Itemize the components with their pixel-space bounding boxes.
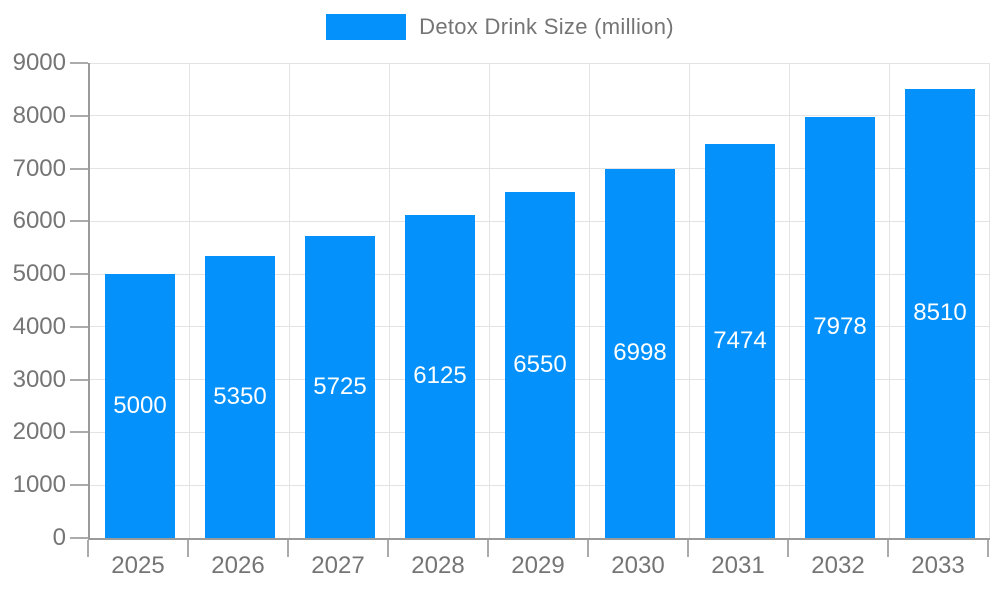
y-axis-label: 1000 [12,471,66,499]
y-axis-tick [70,431,88,434]
bar-2032[interactable]: 7978 [805,116,875,538]
bar-2025[interactable]: 5000 [105,274,175,538]
y-axis-label: 4000 [12,312,66,340]
bar-value-label: 6998 [613,339,667,367]
x-axis-tick [287,540,289,557]
x-axis-label: 2026 [211,552,265,579]
y-grid-line [90,62,990,64]
y-axis-tick [70,378,88,381]
bar-value-label: 5350 [213,382,267,410]
legend[interactable]: Detox Drink Size (million) [0,14,1000,40]
x-axis-tick [187,540,189,557]
legend-swatch-icon [326,14,407,40]
x-axis-label: 2029 [511,552,565,579]
y-axis-label: 5000 [12,260,66,288]
bar-2026[interactable]: 5350 [205,255,275,538]
bar-value-label: 8510 [913,299,967,327]
y-grid-line [90,115,990,117]
bar-2028[interactable]: 6125 [405,214,475,538]
bar-value-label: 6125 [413,362,467,390]
x-axis-label: 2030 [611,552,665,579]
y-axis-label: 8000 [12,101,66,129]
bar-value-label: 5000 [113,392,167,420]
x-axis-tick [87,540,89,557]
y-axis-tick [70,114,88,117]
bar-value-label: 5725 [313,372,367,400]
x-axis-tick [787,540,789,557]
x-axis-label: 2032 [811,552,865,579]
x-axis-tick [887,540,889,557]
x-grid-line [489,63,490,538]
bar-2033[interactable]: 8510 [905,88,975,538]
x-axis-tick [587,540,589,557]
x-axis-label: 2027 [311,552,365,579]
x-grid-line [989,63,990,538]
bar-value-label: 7474 [713,326,767,354]
x-grid-line [789,63,790,538]
legend-label: Detox Drink Size (million) [419,14,674,39]
bar-value-label: 7978 [813,313,867,341]
x-axis-tick [987,540,989,557]
bar-2029[interactable]: 6550 [505,192,575,538]
x-grid-line [289,63,290,538]
x-grid-line [889,63,890,538]
x-axis-tick [687,540,689,557]
y-axis-label: 7000 [12,154,66,182]
y-grid-line [90,168,990,170]
y-axis-label: 6000 [12,207,66,235]
bar-2027[interactable]: 5725 [305,235,375,538]
y-axis-tick [70,62,88,64]
x-axis-label: 2025 [111,552,165,579]
y-axis-tick [70,167,88,170]
x-grid-line [389,63,390,538]
y-axis-tick [70,325,88,328]
x-axis-tick [387,540,389,557]
x-axis-label: 2028 [411,552,465,579]
y-axis-tick [70,484,88,487]
y-axis-tick [70,537,88,539]
y-axis-tick [70,220,88,223]
y-axis-tick [70,273,88,276]
x-axis-label: 2031 [711,552,765,579]
y-axis-label: 9000 [12,49,66,76]
x-grid-line [689,63,690,538]
bar-2031[interactable]: 7474 [705,143,775,538]
x-axis-tick [487,540,489,557]
x-grid-line [589,63,590,538]
bar-2030[interactable]: 6998 [605,168,675,538]
plot-area: 5000 5350 5725 6125 6550 6998 7474 7978 8510 [88,62,990,540]
y-axis-label: 2000 [12,418,66,446]
x-grid-line [189,63,190,538]
y-axis-label: 3000 [12,365,66,393]
y-axis-label: 0 [52,524,66,551]
x-axis-label: 2033 [911,552,965,579]
bar-value-label: 6550 [513,351,567,379]
